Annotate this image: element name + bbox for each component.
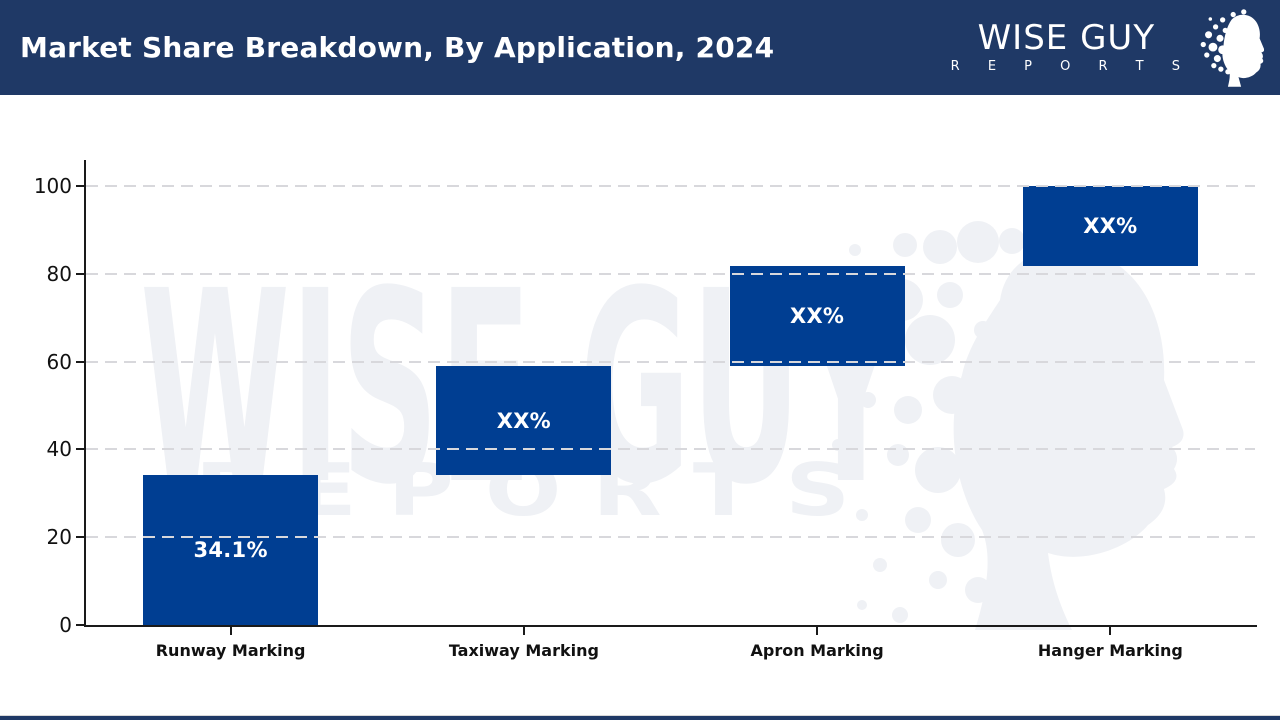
y-tick-label-100: 100	[33, 174, 72, 198]
category-label-0: Runway Marking	[155, 641, 306, 660]
y-tick-label-40: 40	[46, 437, 72, 462]
gridline-80	[86, 272, 1255, 275]
y-tick-100	[76, 185, 84, 187]
chart-area: WISE GUY R E P O R T S 0 20	[0, 95, 1280, 716]
wiseguy-logo: WISE GUY R E P O R T S	[941, 8, 1280, 88]
watermark-face	[825, 221, 1184, 630]
bar-value-label: 34.1%	[193, 538, 268, 563]
x-tick-1	[522, 627, 525, 635]
y-tick-60	[76, 360, 84, 363]
y-tick-80	[76, 272, 84, 275]
x-tick-2	[816, 627, 819, 635]
logo-face-icon	[1200, 8, 1264, 87]
bar-apron-marking: XX%	[729, 266, 905, 366]
gridline-100	[86, 185, 1255, 187]
logo-text: WISE GUY R E P O R T S	[941, 18, 1192, 74]
bar-value-label: XX%	[789, 304, 845, 329]
logo-subtitle: R E P O R T S	[950, 58, 1192, 74]
header: Market Share Breakdown, By Application, …	[0, 0, 1280, 95]
x-tick-3	[1109, 627, 1112, 635]
x-tick-0	[229, 627, 232, 635]
bar-taxiway-marking: XX%	[436, 365, 612, 476]
footer-bar	[0, 716, 1280, 720]
gridline-40	[86, 448, 1255, 451]
y-tick-label-60: 60	[46, 349, 72, 374]
y-tick-label-80: 80	[46, 261, 72, 286]
y-tick-40	[76, 448, 84, 451]
footer-divider	[0, 715, 1280, 716]
y-tick-20	[76, 536, 84, 539]
logo-wordmark: WISE GUY	[977, 18, 1156, 59]
bar-value-label: XX%	[496, 408, 552, 433]
bar-runway-marking: 34.1%	[143, 475, 319, 625]
y-axis	[84, 160, 86, 627]
bar-hanger-marking: XX%	[1022, 186, 1198, 267]
y-tick-label-20: 20	[46, 525, 72, 550]
x-axis	[84, 625, 1257, 627]
category-label-3: Hanger Marking	[1037, 641, 1183, 660]
bar-value-label: XX%	[1083, 214, 1138, 239]
y-tick-label-0: 0	[59, 613, 72, 637]
gridline-20	[86, 536, 1255, 539]
category-label-2: Apron Marking	[750, 641, 884, 660]
page-title: Market Share Breakdown, By Application, …	[20, 31, 775, 64]
y-tick-0	[76, 624, 84, 626]
gridline-60	[86, 360, 1255, 363]
category-label-1: Taxiway Marking	[448, 641, 599, 660]
